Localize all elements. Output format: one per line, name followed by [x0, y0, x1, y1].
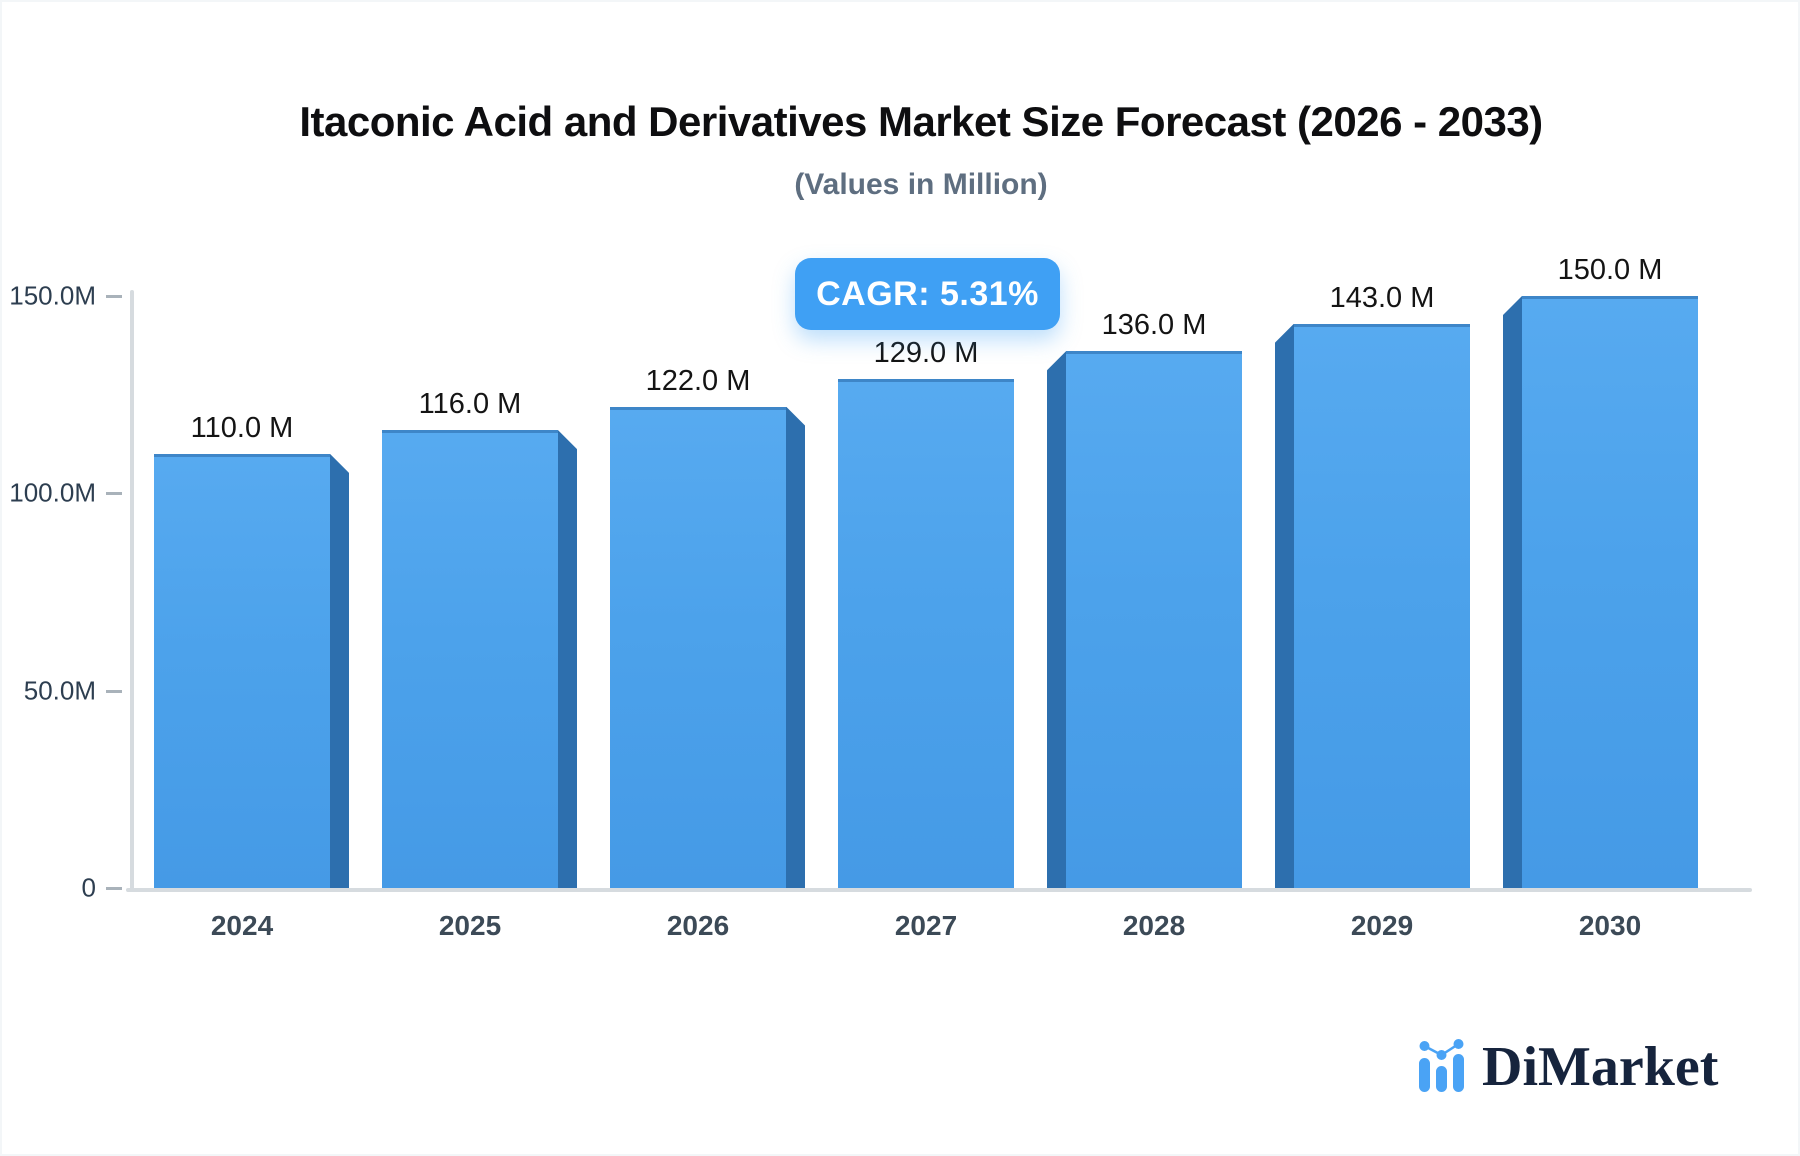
x-axis-label-2024: 2024	[210, 910, 274, 941]
chart-header: Itaconic Acid and Derivatives Market Siz…	[2, 98, 1798, 202]
x-axis-label-2029: 2029	[1350, 910, 1414, 941]
bar-value-label-2027: 129.0 M	[873, 336, 979, 369]
bar-2025	[382, 430, 558, 888]
x-axis-label-2025: 2025	[438, 910, 502, 941]
bar-2028	[1066, 351, 1242, 888]
bar-value-label-2030: 150.0 M	[1557, 254, 1663, 286]
y-axis-line	[130, 290, 134, 892]
y-axis-label: 50.0M	[23, 675, 96, 706]
bar-side-2029	[1275, 323, 1294, 888]
bar-2029	[1294, 323, 1470, 888]
bar-value-label-2029: 143.0 M	[1329, 281, 1435, 314]
x-axis-label-2030: 2030	[1578, 910, 1642, 941]
chart-title: Itaconic Acid and Derivatives Market Siz…	[299, 98, 1543, 145]
bar-2030	[1522, 296, 1698, 888]
x-axis-label-2026: 2026	[666, 910, 730, 941]
bar-value-label-2025: 116.0 M	[418, 388, 522, 421]
brand-logo: DiMarket	[1416, 1038, 1718, 1096]
y-axis-label: 150.0M	[9, 280, 96, 311]
y-axis-tick	[106, 492, 122, 496]
y-axis-tick	[106, 887, 122, 890]
y-axis-label: 0	[81, 872, 96, 903]
y-axis-tick	[106, 295, 122, 298]
bar-value-label-2026: 122.0 M	[645, 364, 751, 397]
chart-subtitle: (Values in Million)	[794, 168, 1048, 201]
bar-side-2025	[558, 430, 577, 888]
x-axis-label-2028: 2028	[1122, 910, 1186, 941]
cagr-badge: CAGR: 5.31%	[795, 258, 1060, 330]
x-axis-line	[126, 888, 1752, 892]
y-axis-tick	[106, 689, 122, 693]
x-axis-label-2027: 2027	[894, 910, 958, 941]
bar-line-chart-icon	[1419, 1039, 1464, 1092]
cagr-badge-label: CAGR: 5.31%	[816, 274, 1039, 313]
y-axis-label: 100.0M	[9, 477, 96, 508]
bar-side-2024	[330, 453, 349, 888]
bar-2027	[838, 378, 1014, 888]
bar-2024	[154, 453, 330, 888]
bar-side-2030	[1503, 296, 1522, 888]
bar-side-2026	[786, 406, 805, 888]
bar-value-label-2028: 136.0 M	[1101, 309, 1207, 342]
bar-value-label-2024: 110.0 M	[190, 411, 294, 444]
brand-name: DiMarket	[1482, 1036, 1719, 1098]
bar-side-2028	[1047, 351, 1066, 888]
bar-2026	[610, 406, 786, 888]
